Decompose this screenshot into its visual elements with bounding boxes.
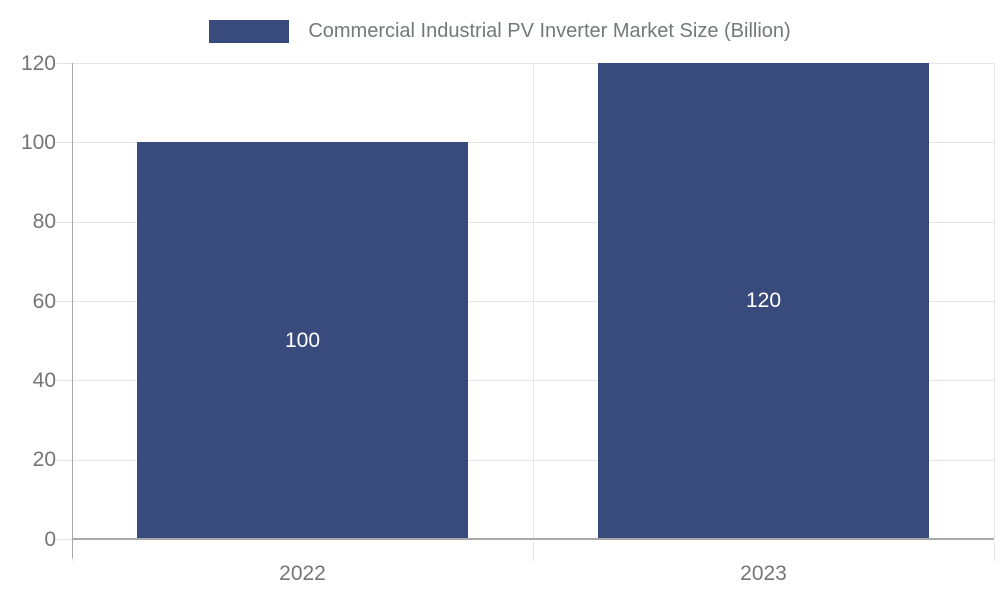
y-axis-tick-label: 120 bbox=[20, 51, 56, 75]
x-axis-category-label: 2022 bbox=[279, 562, 326, 585]
y-axis-tick-label: 40 bbox=[32, 368, 56, 392]
y-axis-line bbox=[72, 63, 73, 558]
y-axis-tick-label: 20 bbox=[32, 448, 56, 472]
v-gridline bbox=[533, 63, 534, 539]
v-gridline bbox=[994, 63, 995, 539]
y-axis-tick bbox=[57, 301, 72, 302]
y-axis-tick bbox=[57, 539, 72, 540]
bar-value-label: 120 bbox=[745, 289, 782, 312]
y-axis-tick-label: 80 bbox=[32, 210, 56, 234]
x-axis-category-label: 2023 bbox=[740, 562, 787, 585]
legend: Commercial Industrial PV Inverter Market… bbox=[0, 17, 1000, 45]
legend-label: Commercial Industrial PV Inverter Market… bbox=[308, 19, 791, 42]
y-axis-tick bbox=[57, 459, 72, 461]
y-axis-tick bbox=[57, 142, 72, 144]
y-axis-tick bbox=[57, 63, 72, 64]
x-axis-tick bbox=[533, 541, 534, 561]
bar-2022 bbox=[136, 142, 469, 539]
y-axis-tick bbox=[57, 380, 72, 382]
y-axis-tick-label: 100 bbox=[20, 130, 56, 154]
x-axis-line bbox=[72, 538, 994, 540]
y-axis-tick bbox=[57, 221, 72, 223]
legend-swatch bbox=[209, 19, 290, 43]
x-axis-tick bbox=[994, 541, 995, 561]
y-axis-tick-label: 0 bbox=[44, 527, 56, 551]
y-axis-tick-label: 60 bbox=[32, 289, 56, 313]
bar-2023 bbox=[597, 63, 930, 539]
bar-value-label: 100 bbox=[284, 328, 321, 352]
